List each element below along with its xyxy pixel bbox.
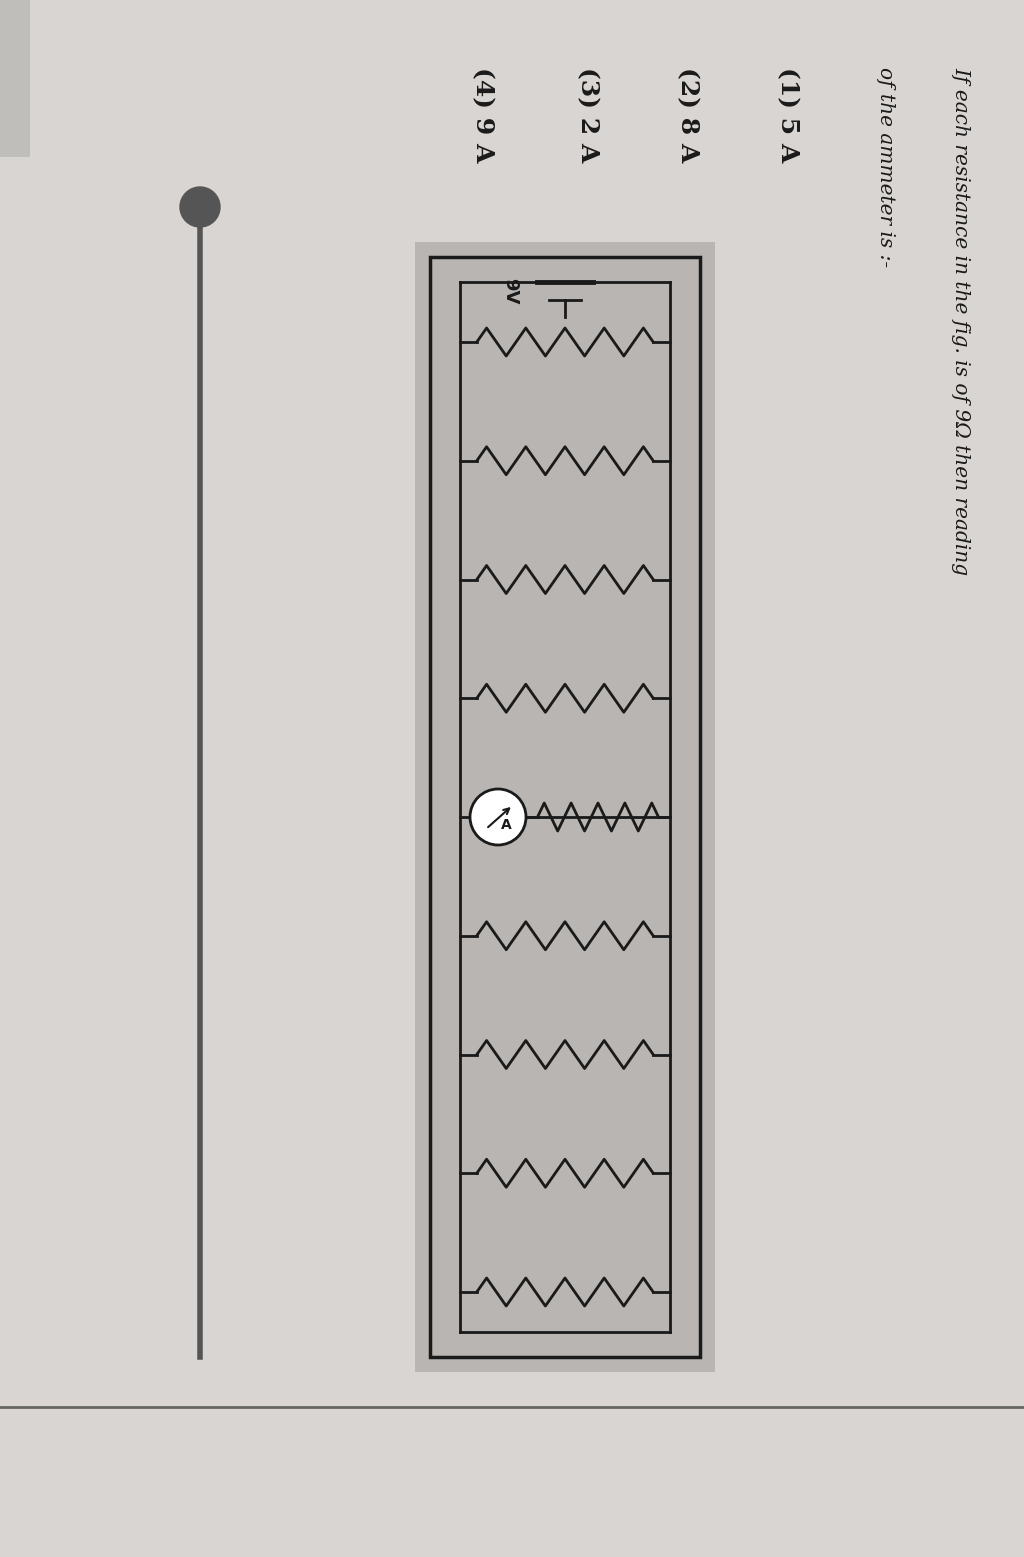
Text: (1) 5 A: (1) 5 A <box>776 67 800 162</box>
Text: (4) 9 A: (4) 9 A <box>471 67 495 162</box>
Circle shape <box>180 187 220 227</box>
Text: 9V: 9V <box>501 277 519 304</box>
Text: (3) 2 A: (3) 2 A <box>575 67 600 162</box>
Text: of the ammeter is :-: of the ammeter is :- <box>876 67 895 268</box>
Bar <box>415 241 715 1372</box>
Text: If each resistance in the fig. is of 9Ω then reading: If each resistance in the fig. is of 9Ω … <box>951 67 970 575</box>
Circle shape <box>470 789 526 845</box>
Bar <box>0 0 30 157</box>
Text: A: A <box>501 817 511 831</box>
Text: (2) 8 A: (2) 8 A <box>676 67 700 162</box>
Bar <box>430 257 700 1358</box>
